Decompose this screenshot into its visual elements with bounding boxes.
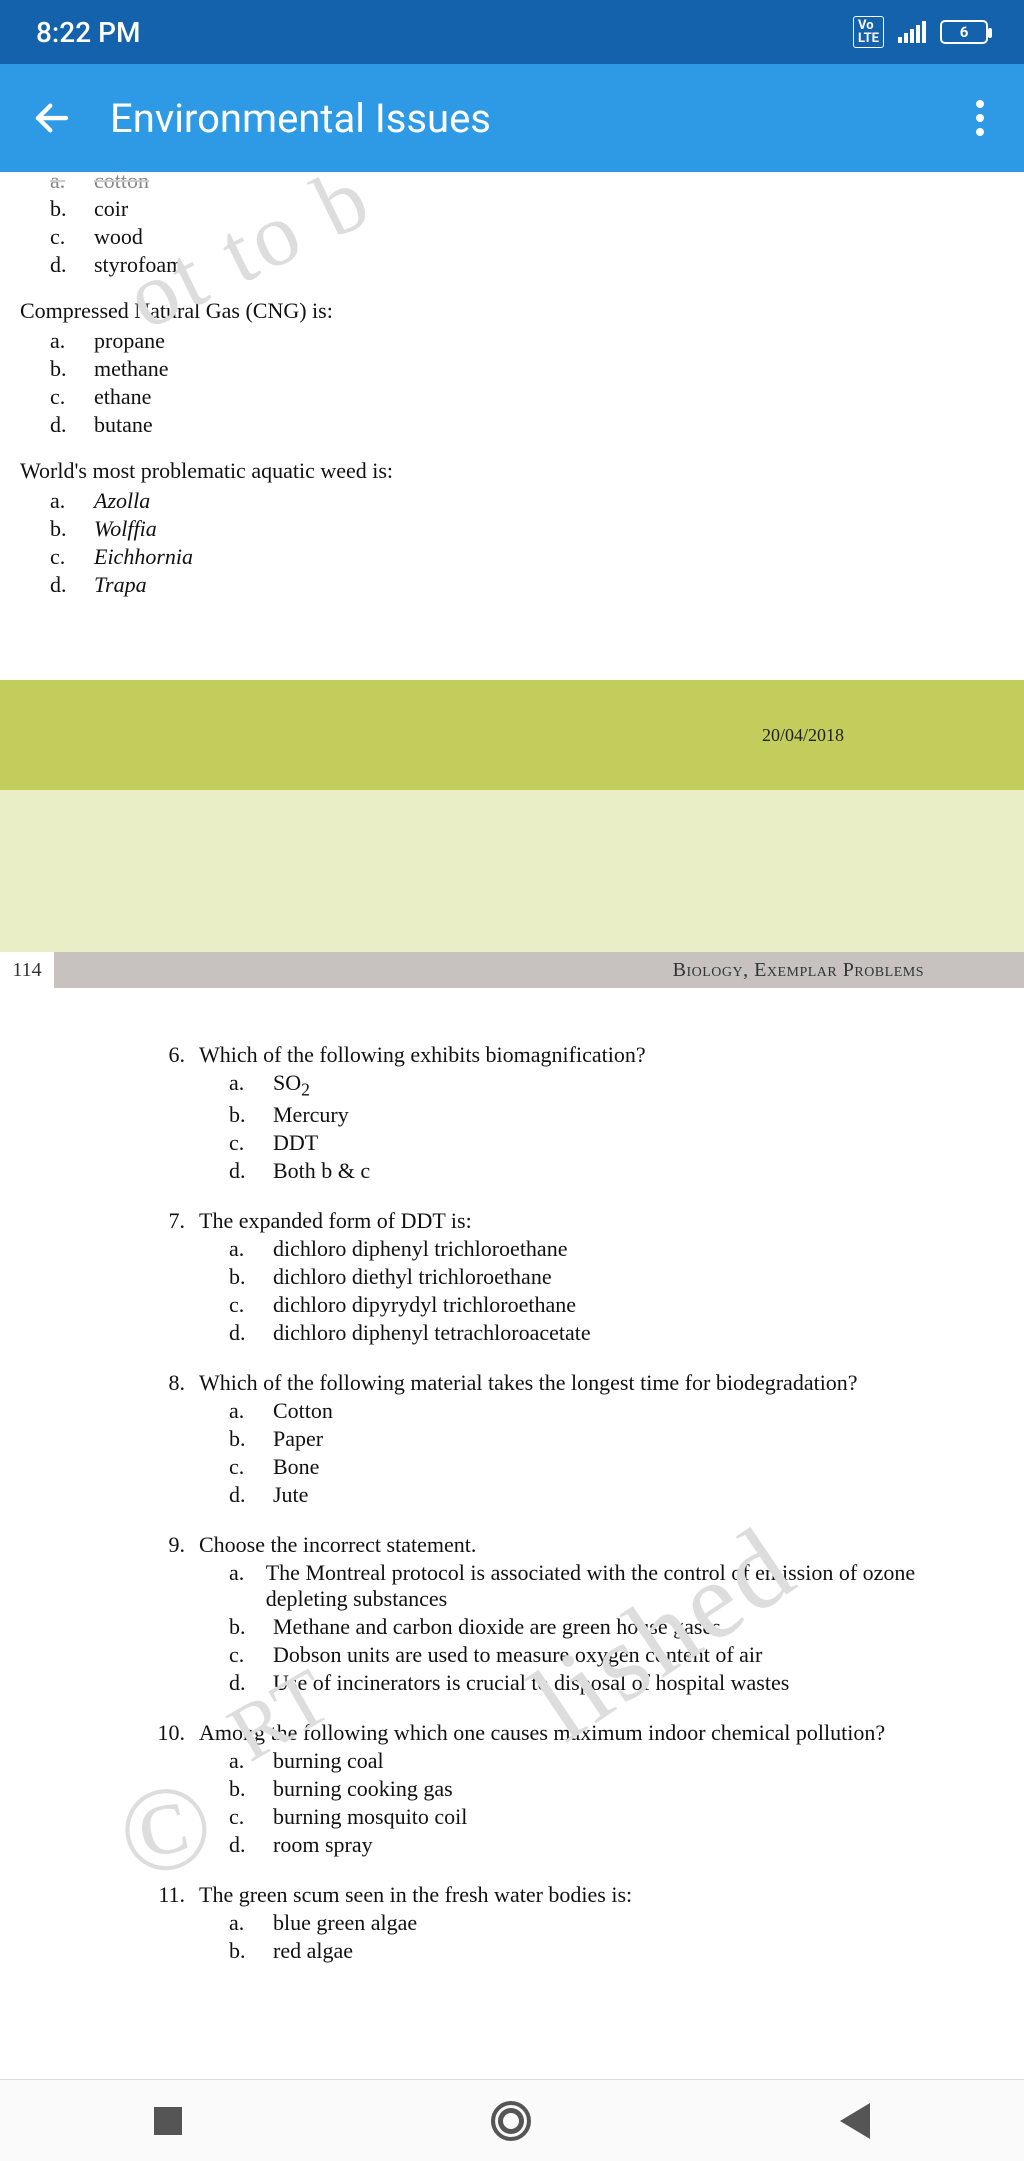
back-button[interactable] [24,97,80,139]
option: d.Use of incinerators is crucial to disp… [229,1670,964,1696]
question-title: Compressed Natural Gas (CNG) is: [20,298,1004,324]
option-list: a.cotton b.coir c.wood d.styrofoam [20,168,1004,278]
app-bar: Environmental Issues [0,64,1024,172]
option-list: a.blue green algae b.red algae [199,1910,964,1964]
option: d.Jute [229,1482,964,1508]
page-spacer-band [0,790,1024,952]
question-number: 6. [155,1042,199,1186]
option: a.cotton [50,168,1004,194]
question-title: Which of the following material takes th… [199,1370,964,1396]
book-title: Biology, Exemplar Problems [673,959,1024,982]
question-title: Which of the following exhibits biomagni… [199,1042,964,1068]
option: c.burning mosquito coil [229,1804,964,1830]
page-header-band: 114 Biology, Exemplar Problems [0,952,1024,988]
option: a.blue green algae [229,1910,964,1936]
option: a.propane [50,328,1004,354]
question-number: 9. [155,1532,199,1698]
status-time: 8:22 PM [36,16,853,49]
option: a.The Montreal protocol is associated wi… [229,1560,964,1612]
option: a.burning coal [229,1748,964,1774]
option: d.butane [50,412,1004,438]
option: d.Trapa [50,572,1004,598]
document-content[interactable]: a.cotton b.coir c.wood d.styrofoam Compr… [0,168,1024,1976]
option-list: a.dichloro diphenyl trichloroethane b.di… [199,1236,964,1346]
battery-icon: 6 [940,20,988,44]
option: b.dichloro diethyl trichloroethane [229,1264,964,1290]
page-footer-band: 20/04/2018 [0,680,1024,790]
option: c.Bone [229,1454,964,1480]
option: c.ethane [50,384,1004,410]
overflow-menu-button[interactable] [960,100,1000,136]
page-title: Environmental Issues [110,95,960,142]
option: b.red algae [229,1938,964,1964]
question-title: The expanded form of DDT is: [199,1208,964,1234]
question-title: Among the following which one causes max… [199,1720,964,1746]
option: b.Paper [229,1426,964,1452]
question-number: 10. [155,1720,199,1860]
question-block: Compressed Natural Gas (CNG) is: a.propa… [0,290,1024,450]
page-date: 20/04/2018 [762,725,844,746]
option-list: a.SO2 b.Mercury c.DDT d.Both b & c [199,1070,964,1184]
question-number: 11. [155,1882,199,1966]
option: c.Eichhornia [50,544,1004,570]
status-icons: VoLTE 6 [853,16,988,48]
option-list: a.Azolla b.Wolffia c.Eichhornia d.Trapa [20,488,1004,598]
question-number: 8. [155,1370,199,1510]
option: b.coir [50,196,1004,222]
status-bar: 8:22 PM VoLTE 6 [0,0,1024,64]
option-list: a.burning coal b.burning cooking gas c.b… [199,1748,964,1858]
option: c.Dobson units are used to measure oxyge… [229,1642,964,1668]
option: b.Wolffia [50,516,1004,542]
option: c.DDT [229,1130,964,1156]
option: b.burning cooking gas [229,1776,964,1802]
signal-icon [898,21,926,43]
option: a.SO2 [229,1070,964,1100]
page-number: 114 [0,952,54,988]
recent-apps-button[interactable] [154,2107,182,2135]
question-block: 6. Which of the following exhibits bioma… [0,1018,1024,1976]
system-back-button[interactable] [840,2103,870,2139]
option: a.Azolla [50,488,1004,514]
question-title: Choose the incorrect statement. [199,1532,964,1558]
question-number: 7. [155,1208,199,1348]
option: d.Both b & c [229,1158,964,1184]
option: d.dichloro diphenyl tetrachloroacetate [229,1320,964,1346]
system-nav-bar [0,2079,1024,2161]
question-title: World's most problematic aquatic weed is… [20,458,1004,484]
home-button[interactable] [491,2101,531,2141]
question-block: a.cotton b.coir c.wood d.styrofoam [0,168,1024,290]
option: b.Methane and carbon dioxide are green h… [229,1614,964,1640]
option: c.wood [50,224,1004,250]
battery-level: 6 [960,23,969,41]
option: b.methane [50,356,1004,382]
volte-icon: VoLTE [853,16,884,48]
option: a.Cotton [229,1398,964,1424]
option-list: a.The Montreal protocol is associated wi… [199,1560,964,1696]
question-title: The green scum seen in the fresh water b… [199,1882,964,1908]
option: d.styrofoam [50,252,1004,278]
option: a.dichloro diphenyl trichloroethane [229,1236,964,1262]
question-block: World's most problematic aquatic weed is… [0,450,1024,610]
option-list: a.Cotton b.Paper c.Bone d.Jute [199,1398,964,1508]
option: b.Mercury [229,1102,964,1128]
option-list: a.propane b.methane c.ethane d.butane [20,328,1004,438]
option: d.room spray [229,1832,964,1858]
option: c.dichloro dipyrydyl trichloroethane [229,1292,964,1318]
